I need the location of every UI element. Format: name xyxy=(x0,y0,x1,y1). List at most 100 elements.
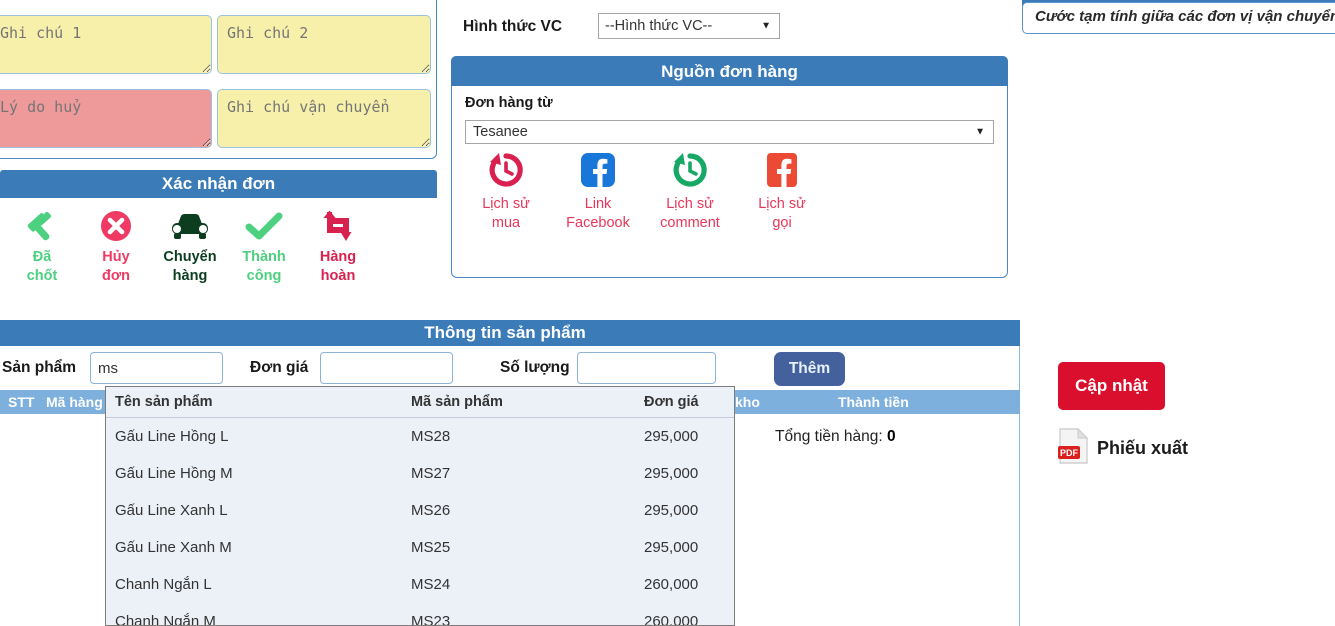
gavel-icon xyxy=(5,208,79,244)
ac-row-0-code: MS28 xyxy=(411,428,451,445)
history-green-icon xyxy=(648,148,732,192)
export-pdf-label: Phiếu xuất xyxy=(1097,438,1189,458)
order-from-select[interactable]: Tesanee ▼ xyxy=(465,120,994,144)
facebook-blue-icon xyxy=(556,148,640,192)
grid-col-code: Mã hàng xyxy=(46,394,103,410)
product-name-label: Sản phẩm xyxy=(2,359,77,376)
action-huy-don-line1: Hủy xyxy=(102,249,130,265)
list-item[interactable]: Gấu Line Xanh L MS26 295,000 xyxy=(106,492,734,529)
action-chuyen-hang-line1: Chuyển xyxy=(163,249,217,265)
action-huy-don[interactable]: Hủy đơn xyxy=(79,208,153,286)
action-chuyen-hang-line2: hàng xyxy=(172,268,208,284)
ac-row-3-price: 295,000 xyxy=(644,539,699,556)
action-thanh-cong-line1: Thành xyxy=(242,249,286,265)
grid-col-amount: Thành tiền xyxy=(838,394,909,410)
svg-text:PDF: PDF xyxy=(1060,448,1079,458)
product-qty-input[interactable] xyxy=(577,352,716,384)
action-hang-hoan[interactable]: Hàng hoàn xyxy=(301,208,375,286)
link-facebook-line2: Facebook xyxy=(566,215,630,231)
ac-row-0-name: Gấu Line Hồng L xyxy=(115,428,229,445)
product-price-label: Đơn giá xyxy=(250,359,309,376)
action-thanh-cong[interactable]: Thành công xyxy=(227,208,301,286)
autocomplete-rows: Gấu Line Hồng L MS28 295,000 Gấu Line Hồ… xyxy=(106,418,734,626)
grid-col-stock: kho xyxy=(735,394,760,410)
ac-row-4-code: MS24 xyxy=(411,576,451,593)
action-da-chot-line1: Đã xyxy=(32,249,52,265)
shipping-method-label: Hình thức VC xyxy=(463,18,563,35)
ac-row-2-price: 295,000 xyxy=(644,502,699,519)
link-lich-su-comment-line2: comment xyxy=(660,215,720,231)
confirm-order-actions: Đã chốt Hủy đơn xyxy=(0,198,437,290)
total-amount-label: Tổng tiền hàng: xyxy=(775,428,883,445)
ac-row-3-name: Gấu Line Xanh M xyxy=(115,539,232,556)
update-button[interactable]: Cập nhật xyxy=(1058,362,1165,410)
link-lich-su-goi-line2: gọi xyxy=(772,215,792,231)
ac-row-1-price: 295,000 xyxy=(644,465,699,482)
ac-row-2-code: MS26 xyxy=(411,502,451,519)
action-huy-don-line2: đơn xyxy=(101,268,131,284)
x-circle-icon xyxy=(79,208,153,244)
return-arrows-icon xyxy=(301,208,375,244)
order-from-label: Đơn hàng từ xyxy=(465,95,553,111)
list-item[interactable]: Gấu Line Hồng M MS27 295,000 xyxy=(106,455,734,492)
list-item[interactable]: Chanh Ngắn M MS23 260,000 xyxy=(106,603,734,626)
list-item[interactable]: Gấu Line Hồng L MS28 295,000 xyxy=(106,418,734,456)
ac-row-1-name: Gấu Line Hồng M xyxy=(115,465,233,482)
action-chuyen-hang[interactable]: Chuyển hàng xyxy=(153,208,227,286)
autocomplete-table: Tên sản phẩm Mã sản phẩm Đơn giá Gấu Lin… xyxy=(106,387,734,626)
link-lich-su-comment-line1: Lịch sử xyxy=(666,196,714,212)
ac-row-5-name: Chanh Ngắn M xyxy=(115,613,216,626)
order-source-links: Lịch sử mua Link Facebook Lịch sử xyxy=(464,148,824,233)
cancel-reason-input[interactable] xyxy=(0,89,212,148)
history-red-icon xyxy=(464,148,548,192)
ac-col-price: Đơn giá xyxy=(635,387,734,418)
order-source-title: Nguồn đơn hàng xyxy=(451,56,1008,86)
facebook-red-icon xyxy=(740,148,824,192)
link-lich-su-mua[interactable]: Lịch sử mua xyxy=(464,148,548,233)
export-pdf-row[interactable]: PDF Phiếu xuất xyxy=(1058,427,1189,469)
shipping-method-select[interactable]: --Hình thức VC-- ▼ xyxy=(598,13,780,39)
autocomplete-header-row: Tên sản phẩm Mã sản phẩm Đơn giá xyxy=(106,387,734,418)
ac-row-2-name: Gấu Line Xanh L xyxy=(115,502,228,519)
action-thanh-cong-line2: công xyxy=(246,268,282,284)
product-price-input[interactable] xyxy=(320,352,453,384)
ac-row-3-code: MS25 xyxy=(411,539,451,556)
shipping-note-input[interactable] xyxy=(217,89,431,148)
ac-row-0-price: 295,000 xyxy=(644,428,699,445)
shipping-method-value: --Hình thức VC-- xyxy=(605,18,713,34)
link-lich-su-mua-line2: mua xyxy=(491,215,521,231)
product-name-input[interactable] xyxy=(90,352,223,384)
ac-row-5-price: 260,000 xyxy=(644,613,699,626)
car-icon xyxy=(153,208,227,244)
list-item[interactable]: Gấu Line Xanh M MS25 295,000 xyxy=(106,529,734,566)
ac-row-1-code: MS27 xyxy=(411,465,451,482)
note-2-input[interactable] xyxy=(217,15,431,74)
action-da-chot[interactable]: Đã chốt xyxy=(5,208,79,286)
chevron-down-icon: ▼ xyxy=(761,20,771,32)
add-product-button[interactable]: Thêm xyxy=(774,352,845,386)
grid-col-stt: STT xyxy=(8,394,35,410)
link-lich-su-comment[interactable]: Lịch sử comment xyxy=(648,148,732,233)
order-source-panel xyxy=(451,56,1008,278)
product-autocomplete-dropdown[interactable]: Tên sản phẩm Mã sản phẩm Đơn giá Gấu Lin… xyxy=(105,386,735,626)
ac-col-name: Tên sản phẩm xyxy=(106,387,402,418)
product-info-title: Thông tin sản phẩm xyxy=(0,320,1020,346)
link-lich-su-goi[interactable]: Lịch sử gọi xyxy=(740,148,824,233)
link-facebook-line1: Link xyxy=(584,196,612,212)
shipping-fee-text: Cước tạm tính giữa các đơn vị vận chuyển xyxy=(1035,8,1335,25)
shipping-fee-panel: Cước tạm tính giữa các đơn vị vận chuyển xyxy=(1022,2,1335,34)
product-qty-label: Số lượng xyxy=(500,359,570,376)
action-hang-hoan-line1: Hàng xyxy=(319,249,357,265)
link-facebook[interactable]: Link Facebook xyxy=(556,148,640,233)
list-item[interactable]: Chanh Ngắn L MS24 260,000 xyxy=(106,566,734,603)
action-hang-hoan-line2: hoàn xyxy=(320,268,356,284)
note-1-input[interactable] xyxy=(0,15,212,74)
chevron-down-icon: ▼ xyxy=(975,126,985,138)
ac-row-5-code: MS23 xyxy=(411,613,451,626)
pdf-file-icon: PDF xyxy=(1058,427,1089,469)
action-da-chot-line2: chốt xyxy=(26,268,58,284)
confirm-order-title: Xác nhận đơn xyxy=(0,170,437,198)
check-icon xyxy=(227,208,301,244)
link-lich-su-goi-line1: Lịch sử xyxy=(758,196,806,212)
